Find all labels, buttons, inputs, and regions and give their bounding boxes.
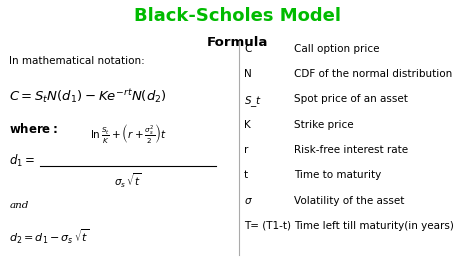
Text: $C = S_t N(d_1) - Ke^{-rt} N(d_2)$: $C = S_t N(d_1) - Ke^{-rt} N(d_2)$ — [9, 88, 167, 106]
Text: K: K — [244, 120, 251, 130]
Text: $\sigma$: $\sigma$ — [244, 196, 253, 206]
Text: Call option price: Call option price — [294, 44, 379, 54]
Text: Time to maturity: Time to maturity — [294, 170, 381, 180]
Text: $d_1 =$: $d_1 =$ — [9, 153, 36, 169]
Text: $\sigma_s\,\sqrt{t}$: $\sigma_s\,\sqrt{t}$ — [114, 172, 142, 190]
Text: CDF of the normal distribution: CDF of the normal distribution — [294, 69, 452, 79]
Text: t: t — [244, 170, 248, 180]
Text: Time left till maturity(in years): Time left till maturity(in years) — [294, 221, 454, 231]
Text: Spot price of an asset: Spot price of an asset — [294, 94, 408, 105]
Text: $\mathbf{where:}$: $\mathbf{where:}$ — [9, 122, 58, 136]
Text: $S\_t$: $S\_t$ — [244, 94, 262, 109]
Text: Volatility of the asset: Volatility of the asset — [294, 196, 404, 206]
Text: and: and — [9, 201, 29, 210]
Text: T= (T1-t): T= (T1-t) — [244, 221, 291, 231]
Text: Risk-free interest rate: Risk-free interest rate — [294, 145, 408, 155]
Text: C: C — [244, 44, 252, 54]
Text: Strike price: Strike price — [294, 120, 354, 130]
Text: Black-Scholes Model: Black-Scholes Model — [134, 7, 340, 25]
Text: $d_2 = d_1 - \sigma_s\,\sqrt{t}$: $d_2 = d_1 - \sigma_s\,\sqrt{t}$ — [9, 227, 90, 246]
Text: N: N — [244, 69, 252, 79]
Text: Formula: Formula — [206, 36, 268, 49]
Text: r: r — [244, 145, 248, 155]
Text: In mathematical notation:: In mathematical notation: — [9, 56, 145, 66]
Text: $\ln\frac{S_t}{K} + \left(r + \frac{\sigma_s^2}{2}\right)t$: $\ln\frac{S_t}{K} + \left(r + \frac{\sig… — [90, 122, 166, 145]
